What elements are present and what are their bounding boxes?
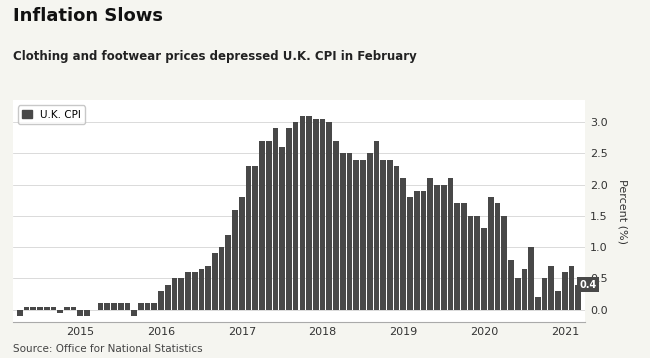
Bar [535,297,541,310]
Bar [44,306,49,310]
Bar [192,272,198,310]
Bar [178,279,184,310]
Bar [374,141,379,310]
Bar [441,185,447,310]
Bar [158,291,164,310]
Bar [105,304,110,310]
Bar [77,310,83,316]
Bar [555,291,561,310]
Bar [300,116,306,310]
Bar [575,285,581,310]
Bar [569,266,575,310]
Bar [226,234,231,310]
Text: Source: Office for National Statistics: Source: Office for National Statistics [13,344,203,354]
Bar [346,153,352,310]
Legend: U.K. CPI: U.K. CPI [18,106,85,124]
Bar [131,310,137,316]
Bar [138,304,144,310]
Bar [400,178,406,310]
Bar [421,191,426,310]
Bar [252,166,258,310]
Y-axis label: Percent (%): Percent (%) [617,179,627,244]
Bar [414,191,420,310]
Bar [71,306,77,310]
Bar [286,129,292,310]
Text: 0.4: 0.4 [580,280,597,290]
Bar [434,185,440,310]
Bar [313,119,318,310]
Bar [246,166,252,310]
Bar [151,304,157,310]
Bar [407,197,413,310]
Bar [380,160,386,310]
Bar [272,129,278,310]
Bar [461,203,467,310]
Bar [84,310,90,316]
Bar [306,116,312,310]
Text: Inflation Slows: Inflation Slows [13,7,163,25]
Bar [501,216,507,310]
Bar [292,122,298,310]
Bar [219,247,224,310]
Bar [111,304,117,310]
Bar [239,197,244,310]
Bar [17,310,23,316]
Bar [326,122,332,310]
Bar [515,279,521,310]
Bar [57,310,63,313]
Bar [562,272,567,310]
Bar [468,216,473,310]
Bar [508,260,514,310]
Bar [259,141,265,310]
Bar [394,166,400,310]
Bar [474,216,480,310]
Bar [427,178,433,310]
Bar [340,153,346,310]
Bar [212,253,218,310]
Bar [198,269,204,310]
Bar [118,304,124,310]
Bar [367,153,372,310]
Bar [23,306,29,310]
Bar [333,141,339,310]
Bar [51,306,57,310]
Bar [320,119,326,310]
Bar [354,160,359,310]
Bar [549,266,554,310]
Text: Clothing and footwear prices depressed U.K. CPI in February: Clothing and footwear prices depressed U… [13,50,417,63]
Bar [448,178,453,310]
Bar [521,269,527,310]
Bar [360,160,366,310]
Bar [165,285,171,310]
Bar [185,272,191,310]
Bar [37,306,43,310]
Bar [387,160,393,310]
Bar [488,197,493,310]
Bar [64,306,70,310]
Bar [454,203,460,310]
Bar [98,304,103,310]
Bar [125,304,130,310]
Bar [528,247,534,310]
Bar [481,228,487,310]
Bar [280,147,285,310]
Bar [541,279,547,310]
Bar [31,306,36,310]
Bar [145,304,150,310]
Bar [205,266,211,310]
Bar [232,210,238,310]
Bar [266,141,272,310]
Bar [172,279,177,310]
Bar [495,203,501,310]
